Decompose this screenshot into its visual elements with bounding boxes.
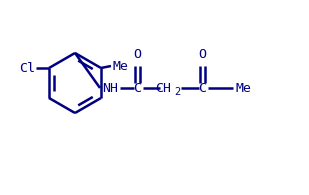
Text: Cl: Cl	[19, 61, 35, 74]
Text: Me: Me	[236, 82, 252, 95]
Text: NH: NH	[102, 82, 118, 95]
Text: O: O	[133, 49, 141, 61]
Text: C: C	[198, 82, 206, 95]
Text: CH: CH	[155, 82, 171, 95]
Text: C: C	[133, 82, 141, 95]
Text: Me: Me	[113, 59, 129, 73]
Text: 2: 2	[174, 87, 180, 97]
Text: O: O	[198, 49, 206, 61]
